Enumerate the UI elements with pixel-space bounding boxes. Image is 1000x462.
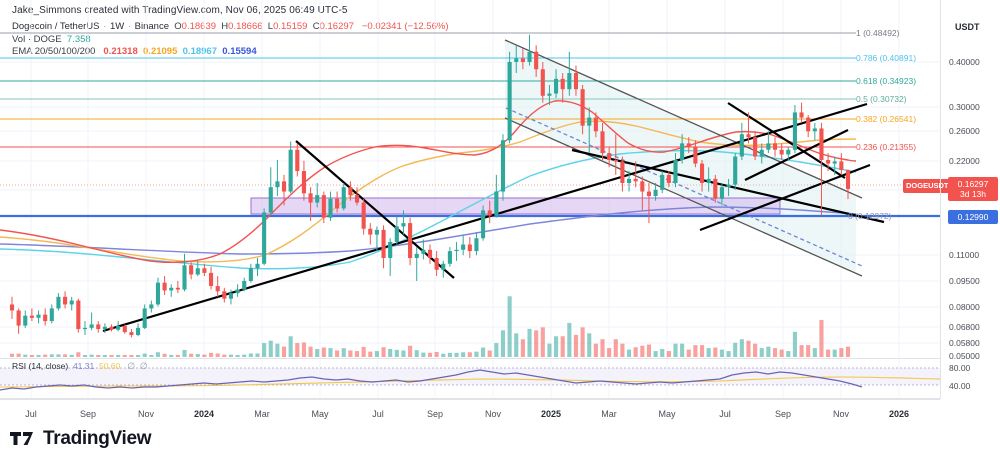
no-entry-icon-1[interactable]: ∅ [127, 361, 136, 371]
time-tick-2024: 2024 [193, 409, 215, 419]
symbol-legend-row: Dogecoin / TetherUS · 1W · Binance O0.18… [12, 21, 449, 32]
change-percent: (−12.56%) [404, 21, 449, 32]
time-tick-mar-2025: Mar [601, 409, 617, 419]
price-tick-006800: 0.06800 [949, 322, 980, 332]
bar-countdown: 3d 13h [960, 189, 986, 199]
interval-label[interactable]: 1W [109, 21, 125, 32]
pane-separator-2 [0, 398, 940, 399]
fib-label-0618: 0.618 (0.34923) [856, 76, 917, 86]
tradingview-brand: TradingView [43, 428, 152, 449]
price-tick-008000: 0.08000 [949, 302, 980, 312]
time-tick-2025: 2025 [540, 409, 562, 419]
ema-legend-row: EMA 20/50/100/200 0.21318 0.21095 0.1896… [12, 46, 449, 59]
price-tick-030000: 0.30000 [949, 102, 980, 112]
ema200-value: 0.15594 [222, 46, 257, 58]
time-tick-jul-2025: Jul [719, 409, 731, 419]
time-tick-sep-2023: Sep [79, 409, 97, 419]
wedge-upper-line [727, 102, 846, 179]
open-label: O [174, 21, 182, 32]
fib-label-0: 0 (0.12972) [848, 211, 892, 221]
volume-legend-row: Vol · DOGE 7.358 [12, 34, 449, 47]
ema20-value: 0.21318 [103, 46, 138, 58]
volume-series [9, 296, 851, 357]
time-tick-may-2024: May [311, 409, 329, 419]
time-axis[interactable]: Jul Sep Nov 2024 Mar May Jul Sep Nov 202… [0, 399, 940, 424]
time-tick-nov-2024: Nov [484, 409, 502, 419]
rsi-pane[interactable] [0, 359, 940, 398]
horizontal-gridlines [0, 61, 940, 344]
time-tick-jul-2023: Jul [25, 409, 37, 419]
pane-separator-1 [0, 358, 940, 359]
change-value: −0.02341 [361, 21, 402, 32]
ema50-value: 0.21095 [143, 46, 178, 58]
low-value: 0.15159 [273, 21, 308, 32]
volume-value: 7.358 [66, 33, 91, 45]
high-value: 0.18666 [228, 21, 263, 32]
price-tick-026000: 0.26000 [949, 126, 980, 136]
candlestick-series [9, 34, 851, 338]
time-tick-may-2025: May [658, 409, 676, 419]
time-tick-nov-2025: Nov [832, 409, 850, 419]
symbol-price-badge: DOGEUSDT [903, 179, 952, 193]
time-tick-jul-2024: Jul [372, 409, 384, 419]
close-label: C [312, 21, 320, 32]
wedge-lower-line [744, 129, 849, 181]
price-tick-022000: 0.22000 [949, 156, 980, 166]
footer: TradingView [10, 428, 152, 450]
ema200-line [0, 206, 857, 255]
time-tick-nov-2023: Nov [137, 409, 155, 419]
rsi-tick-upper: 80.00 [949, 363, 971, 373]
volume-label[interactable]: Vol · DOGE [12, 33, 62, 45]
rsi-signal-value: 50.60 [98, 361, 121, 371]
low-label: L [267, 21, 274, 32]
price-tick-040000: 0.40000 [949, 57, 980, 67]
fib-zero-price-badge: 0.12990 [948, 210, 998, 224]
rising-trendline-right [699, 163, 871, 232]
rsi-tick-lower: 40.00 [949, 381, 971, 391]
time-tick-mar-2024: Mar [254, 409, 270, 419]
price-pane[interactable]: 1 (0.48492) 0.786 (0.40891) 0.618 (0.349… [0, 0, 952, 358]
rsi-value: 41.31 [72, 361, 95, 371]
chart-legend: Dogecoin / TetherUS · 1W · Binance O0.18… [12, 21, 449, 59]
channel-lower-boundary [504, 117, 863, 277]
dashed-channel-midline [505, 107, 863, 267]
price-axis-title: USDT [955, 22, 980, 32]
fib-lines [0, 32, 856, 148]
fib-label-05: 0.5 (0.30732) [856, 94, 907, 104]
rsi-signal-line [0, 376, 940, 388]
current-price-badge: 0.16297 3d 13h [948, 177, 998, 201]
open-value: 0.18639 [181, 21, 217, 32]
tradingview-logo-icon [10, 432, 33, 445]
vertical-gridlines [30, 0, 900, 358]
time-tick-sep-2024: Sep [426, 409, 444, 419]
exchange-label[interactable]: Binance [134, 21, 169, 32]
fib-label-0382: 0.382 (0.26541) [856, 114, 917, 124]
time-tick-sep-2025: Sep [774, 409, 792, 419]
rsi-chart-svg [0, 359, 940, 398]
rsi-legend: RSI (14, close) 41.31 50.60 ∅ ∅ [12, 361, 148, 372]
ema-label[interactable]: EMA 20/50/100/200 [12, 46, 96, 58]
price-tick-005000: 0.05000 [949, 351, 980, 361]
price-tick-009500: 0.09500 [949, 276, 980, 286]
falling-trendline-left [295, 140, 455, 279]
price-chart-svg [0, 0, 940, 358]
price-tick-005800: 0.05800 [949, 338, 980, 348]
time-tick-2026: 2026 [888, 409, 910, 419]
fib-label-0236: 0.236 (0.21355) [856, 142, 917, 152]
rsi-line [0, 369, 863, 391]
close-value: 0.16297 [319, 21, 354, 32]
symbol-name[interactable]: Dogecoin / TetherUS [12, 21, 100, 32]
fib-label-1: 1 (0.48492) [856, 28, 900, 38]
no-entry-icon-2[interactable]: ∅ [139, 361, 148, 371]
high-label: H [221, 21, 229, 32]
rsi-title[interactable]: RSI (14, close) [12, 361, 69, 371]
ema100-value: 0.18967 [182, 46, 217, 58]
fib-label-0786: 0.786 (0.40891) [856, 53, 917, 63]
channel-upper-boundary [504, 39, 863, 199]
attribution-text: Jake_Simmons created with TradingView.co… [12, 5, 348, 16]
price-tick-011000: 0.11000 [949, 250, 980, 260]
price-axis[interactable]: USDT 0.40000 0.30000 0.26000 0.22000 0.1… [940, 0, 1000, 399]
current-price-value: 0.16297 [957, 179, 989, 189]
